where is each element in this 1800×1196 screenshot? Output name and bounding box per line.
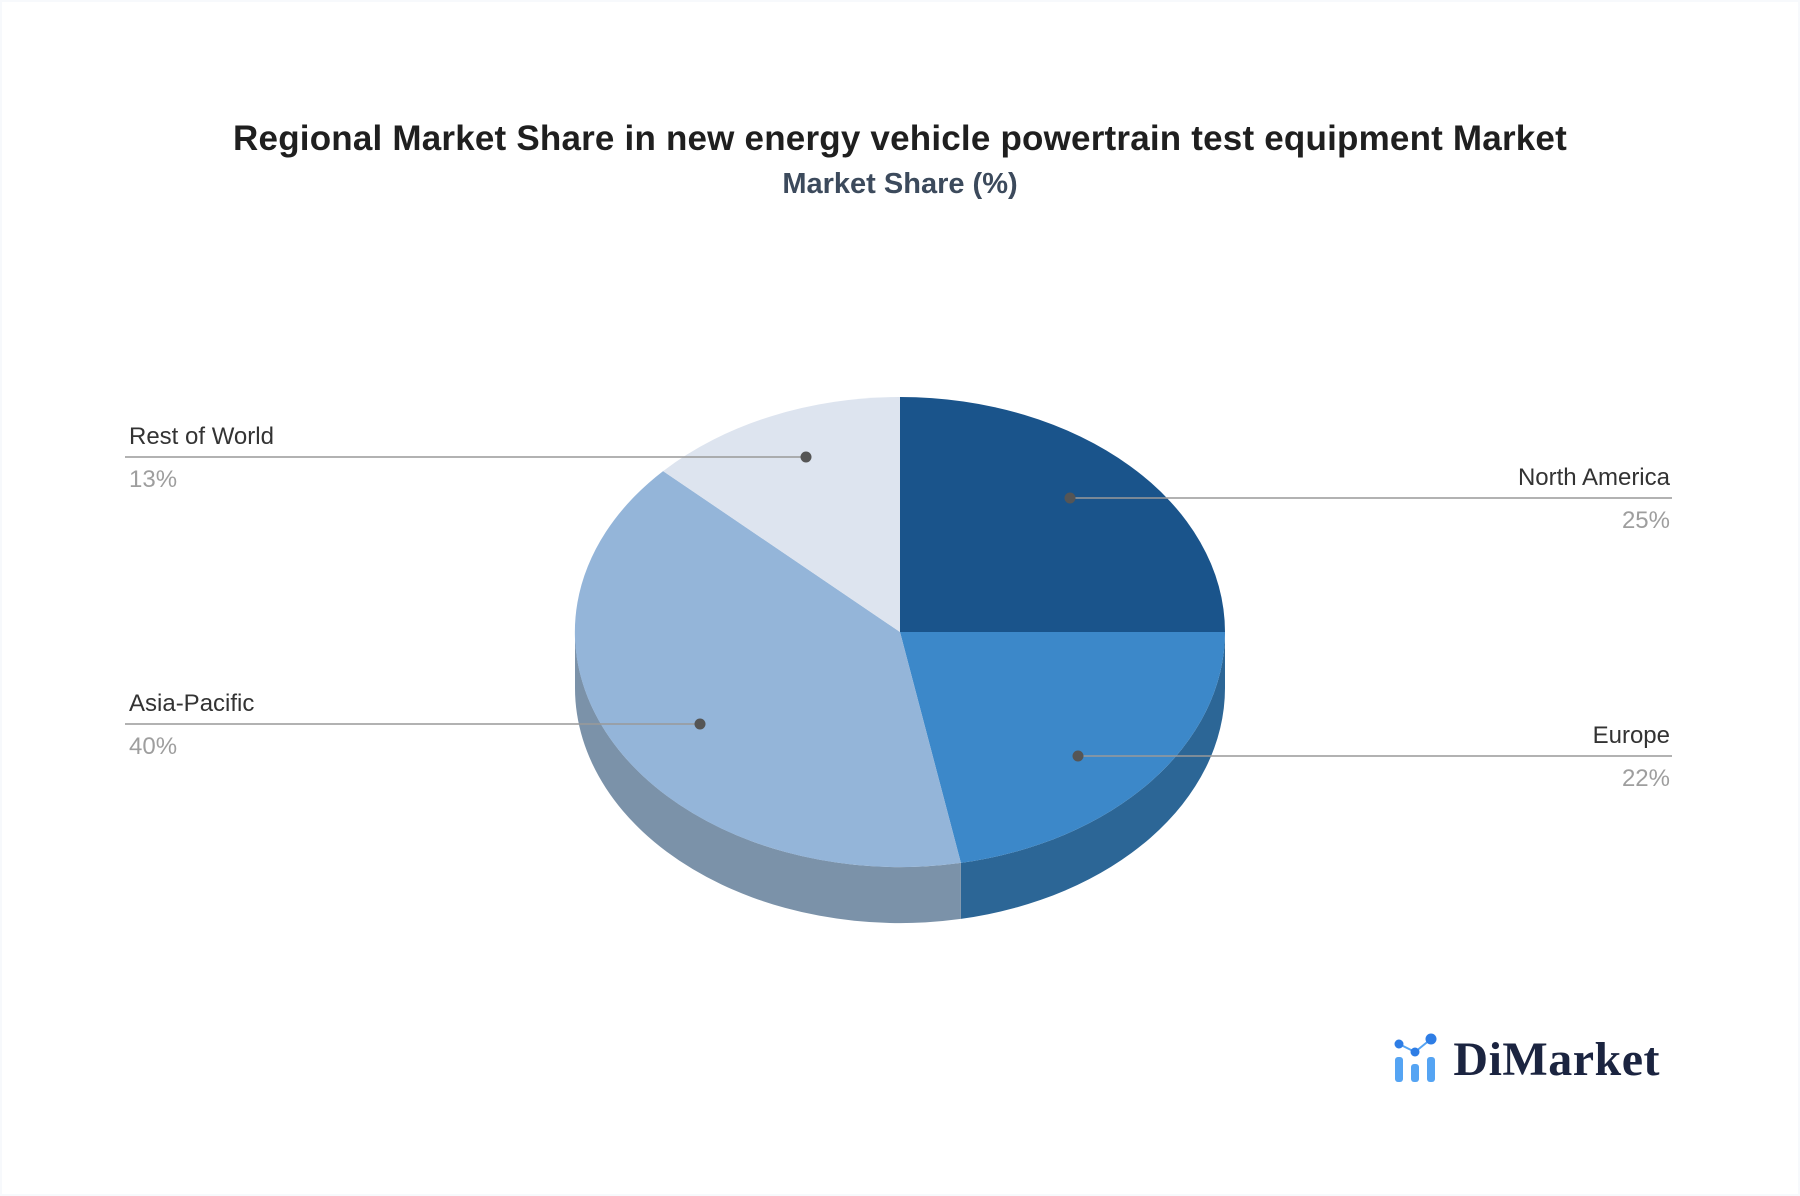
leader-dot-rest-of-world	[800, 451, 812, 463]
slice-label-europe: Europe	[1592, 722, 1670, 749]
chart-title: Regional Market Share in new energy vehi…	[233, 119, 1567, 158]
brand-logo: DiMarket	[1393, 1032, 1660, 1084]
leader-dot-north-america	[1064, 492, 1076, 504]
leader-dot-asia-pacific	[694, 718, 706, 730]
pie-wall-asia-pacific	[574, 632, 961, 924]
chart-subtitle: Market Share (%)	[782, 168, 1018, 200]
brand-logo-text: DiMarket	[1453, 1033, 1660, 1086]
slice-label-north-america: North America	[1517, 464, 1670, 491]
slice-value-rest-of-world: 13%	[129, 466, 178, 493]
bar-line-chart-icon	[1394, 1033, 1437, 1082]
slice-value-asia-pacific: 40%	[129, 733, 178, 760]
slice-value-europe: 22%	[1621, 765, 1670, 792]
pie-wall-europe	[960, 632, 1225, 919]
slice-label-asia-pacific: Asia-Pacific	[129, 690, 255, 717]
pie-slice-north-america[interactable]	[900, 397, 1225, 632]
pie-slice-europe[interactable]	[900, 632, 1225, 863]
pie-slice-rest-of-world[interactable]	[663, 397, 900, 632]
slice-value-north-america: 25%	[1621, 507, 1670, 534]
slice-label-rest-of-world: Rest of World	[129, 423, 274, 450]
pie-slice-asia-pacific[interactable]	[574, 471, 961, 868]
leader-dot-europe	[1072, 750, 1084, 762]
